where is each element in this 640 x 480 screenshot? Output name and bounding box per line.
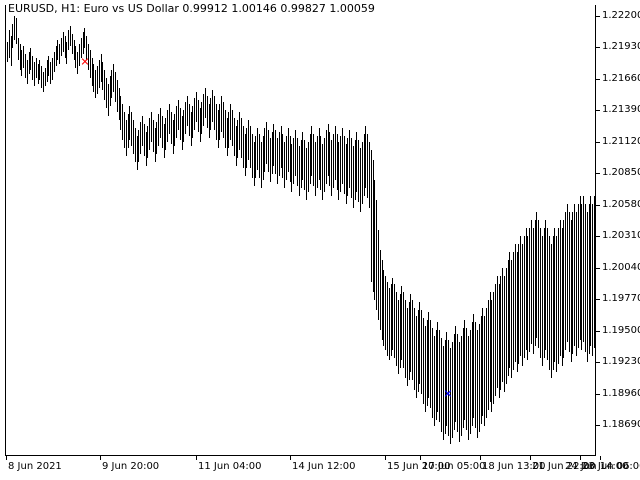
price-axis-tick <box>596 330 600 332</box>
price-axis-line <box>595 5 596 456</box>
time-axis-label: 14 Jun 12:00 <box>292 461 356 472</box>
time-axis-label: 21 Jun 22:00 <box>532 461 596 472</box>
sell-marker[interactable]: ✕ <box>80 55 90 69</box>
price-axis-label: 1.22200 <box>602 10 640 21</box>
time-axis-tick <box>290 456 291 460</box>
time-axis-tick <box>420 456 421 460</box>
time-axis-label: 15 Jun 20:00 <box>387 461 451 472</box>
time-axis-label: 8 Jun 2021 <box>8 461 62 472</box>
price-axis-label: 1.21390 <box>602 104 640 116</box>
time-axis-label: 18 Jun 13:00 <box>482 461 546 472</box>
price-axis-tick <box>596 110 600 112</box>
buy-marker[interactable]: ✕ <box>443 387 453 401</box>
time-axis-tick <box>580 456 581 460</box>
price-axis-label: 1.19500 <box>602 324 640 336</box>
price-axis-label: 1.20580 <box>602 198 640 210</box>
price-axis-label: 1.20310 <box>602 230 640 242</box>
symbol-header: EURUSD, H1: Euro vs US Dollar 0.99912 1.… <box>8 2 375 16</box>
time-axis-tick <box>100 456 101 460</box>
price-axis-label: 1.20040 <box>602 261 640 273</box>
price-axis-label: 1.18960 <box>602 387 640 399</box>
price-axis-tick <box>596 47 600 49</box>
price-axis-tick <box>596 267 600 269</box>
price-axis-tick <box>596 425 600 426</box>
time-axis-label: 17 Jun 05:00 <box>422 461 486 472</box>
price-axis-tick <box>596 204 600 206</box>
price-axis-tick <box>596 299 600 301</box>
time-axis-tick <box>6 456 7 460</box>
price-axis-tick <box>596 393 600 395</box>
time-axis-label: 11 Jun 04:00 <box>198 461 262 472</box>
time-axis-label: 24 Jun 14:00 <box>565 461 629 472</box>
time-axis-tick <box>196 456 197 460</box>
price-axis-label: 1.20850 <box>602 167 640 179</box>
price-axis-label: 1.21930 <box>602 41 640 53</box>
price-axis-label: 1.21660 <box>602 72 640 84</box>
price-axis-tick <box>596 78 600 80</box>
time-axis-tick <box>600 456 601 460</box>
price-axis-tick <box>596 236 600 238</box>
price-axis-tick <box>596 173 600 175</box>
price-axis-tick <box>596 16 600 17</box>
time-axis-tick <box>530 456 531 460</box>
price-axis-label: 1.21120 <box>602 135 640 147</box>
symbol-header-text: EURUSD, H1: Euro vs US Dollar 0.99912 1.… <box>8 2 375 15</box>
price-axis-label: 1.19770 <box>602 293 640 305</box>
price-axis-label: 1.19230 <box>602 356 640 368</box>
time-axis-tick <box>480 456 481 460</box>
price-axis-tick <box>596 141 600 143</box>
price-axis-label: 1.18690 <box>602 419 640 430</box>
price-axis-tick <box>596 362 600 364</box>
time-axis-tick <box>385 456 386 460</box>
plot-frame <box>5 5 596 456</box>
time-axis-label: 23 Jun 06:00 <box>582 461 640 472</box>
time-axis-label: 9 Jun 20:00 <box>102 461 160 472</box>
